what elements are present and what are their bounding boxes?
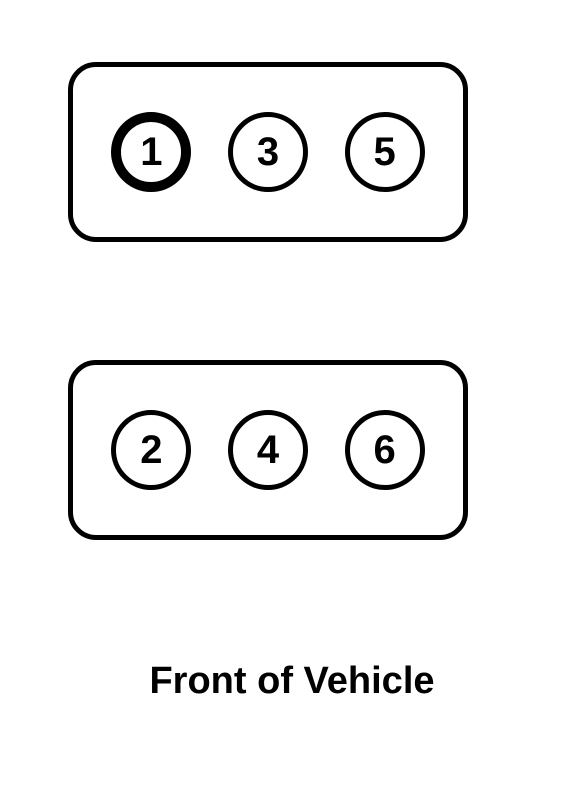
bank-bottom: 246 [68, 360, 468, 540]
cyl-5: 5 [345, 112, 425, 192]
cyl-3: 3 [228, 112, 308, 192]
cyl-4: 4 [228, 410, 308, 490]
front-of-vehicle-label: Front of Vehicle [0, 660, 584, 703]
cyl-6: 6 [345, 410, 425, 490]
cyl-1: 1 [111, 112, 191, 192]
bank-top: 135 [68, 62, 468, 242]
cyl-2: 2 [111, 410, 191, 490]
